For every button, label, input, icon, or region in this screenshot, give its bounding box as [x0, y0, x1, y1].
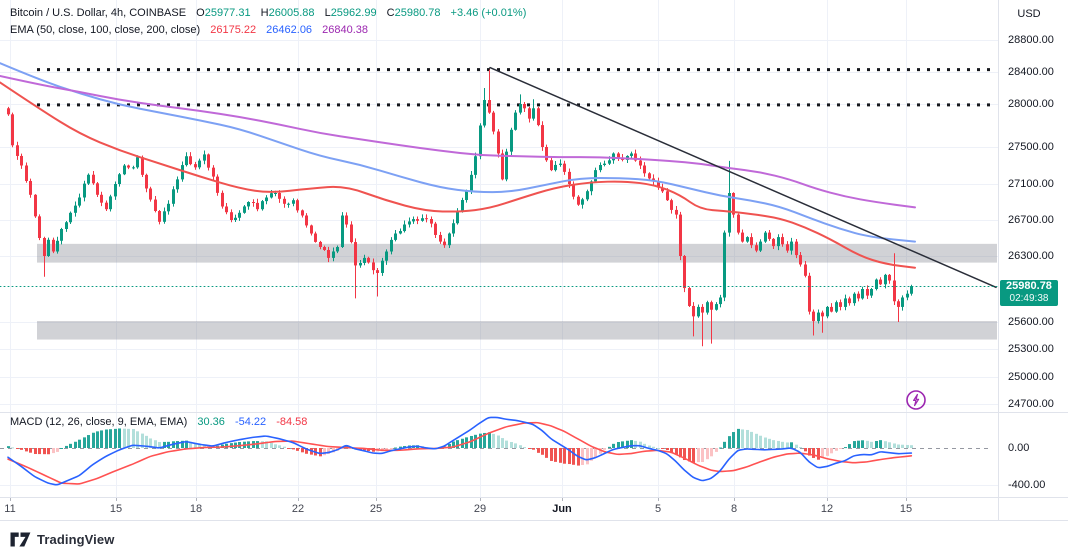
ohlc-close-label: C: [386, 7, 395, 19]
time-axis[interactable]: 11 15 18 22 25 29 Jun 5 8 12 15: [0, 498, 998, 520]
macd-title[interactable]: MACD (12, 26, close, 9, EMA, EMA): [10, 416, 188, 428]
price-tick-label: 25300.00: [1008, 343, 1054, 355]
macd-line-value: -54.22: [234, 416, 267, 428]
time-tick-label: 8: [730, 503, 738, 515]
lightning-icon: [906, 390, 926, 410]
tradingview-logo-icon: [10, 532, 31, 546]
time-tick-label: 22: [291, 503, 305, 515]
symbol-legend[interactable]: Bitcoin / U.S. Dollar, 4h, COINBASE O259…: [10, 7, 526, 19]
time-tick-label: 29: [473, 503, 487, 515]
ema100-value: 26462.06: [266, 24, 313, 36]
time-tick-label: 5: [654, 503, 662, 515]
last-price-badge: 25980.78 02:49:38: [1000, 280, 1058, 306]
tradingview-brand-text: TradingView: [37, 531, 115, 547]
price-tick-label: -400.00: [1008, 479, 1046, 491]
time-tick-label: Jun: [552, 503, 572, 515]
price-axis[interactable]: USD 28800.00 28400.00 28000.00 27500.00 2710…: [999, 0, 1068, 521]
pane-separator[interactable]: [0, 412, 1068, 413]
price-tick-label: 27100.00: [1008, 178, 1054, 190]
macd-legend[interactable]: MACD (12, 26, close, 9, EMA, EMA) 30.36 …: [10, 416, 307, 428]
bottom-border: [0, 520, 1068, 521]
price-tick-label: 25600.00: [1008, 316, 1054, 328]
price-axis-separator[interactable]: [998, 0, 999, 521]
price-tick-label: 26700.00: [1008, 214, 1054, 226]
ohlc-high-label: H: [260, 7, 269, 19]
ohlc-low-value: 25962.99: [330, 7, 377, 19]
price-tick-label: 24700.00: [1008, 398, 1054, 410]
bar-countdown: 02:49:38: [1009, 293, 1049, 304]
footer-brand[interactable]: TradingView: [10, 528, 114, 550]
price-tick-label: 28400.00: [1008, 66, 1054, 78]
lightning-button[interactable]: [905, 389, 927, 411]
macd-histogram-value: 30.36: [197, 416, 225, 428]
ema200-value: 26840.38: [322, 24, 369, 36]
currency-label: USD: [1017, 8, 1041, 20]
time-tick-label: 18: [189, 503, 203, 515]
ohlc-close-value: 25980.78: [394, 7, 441, 19]
time-tick-label: 15: [899, 503, 913, 515]
ohlc-open-label: O: [196, 7, 205, 19]
ema-legend[interactable]: EMA (50, close, 100, close, 200, close) …: [10, 24, 368, 36]
time-tick-label: 25: [369, 503, 383, 515]
ohlc-open-value: 25977.31: [204, 7, 251, 19]
price-tick-label: 25000.00: [1008, 371, 1054, 383]
ohlc-low-label: L: [324, 7, 331, 19]
chart-canvas[interactable]: [0, 0, 998, 521]
ema-label[interactable]: EMA (50, close, 100, close, 200, close): [10, 24, 201, 36]
time-axis-separator: [0, 497, 1068, 498]
change-value: +3.46 (+0.01%): [450, 7, 527, 19]
price-tick-label: 28800.00: [1008, 34, 1054, 46]
macd-signal-value: -84.58: [276, 416, 308, 428]
symbol-title[interactable]: Bitcoin / U.S. Dollar, 4h, COINBASE: [10, 7, 187, 19]
time-tick-label: 11: [4, 503, 16, 515]
price-tick-label: 28000.00: [1008, 98, 1054, 110]
ohlc-high-value: 26005.88: [268, 7, 315, 19]
time-tick-label: 12: [820, 503, 834, 515]
ema50-value: 26175.22: [210, 24, 257, 36]
price-tick-label: 26300.00: [1008, 250, 1054, 262]
last-price-value: 25980.78: [1006, 280, 1052, 292]
time-tick-label: 15: [109, 503, 123, 515]
price-tick-label: 27500.00: [1008, 141, 1054, 153]
price-tick-label: 0.00: [1008, 442, 1030, 454]
